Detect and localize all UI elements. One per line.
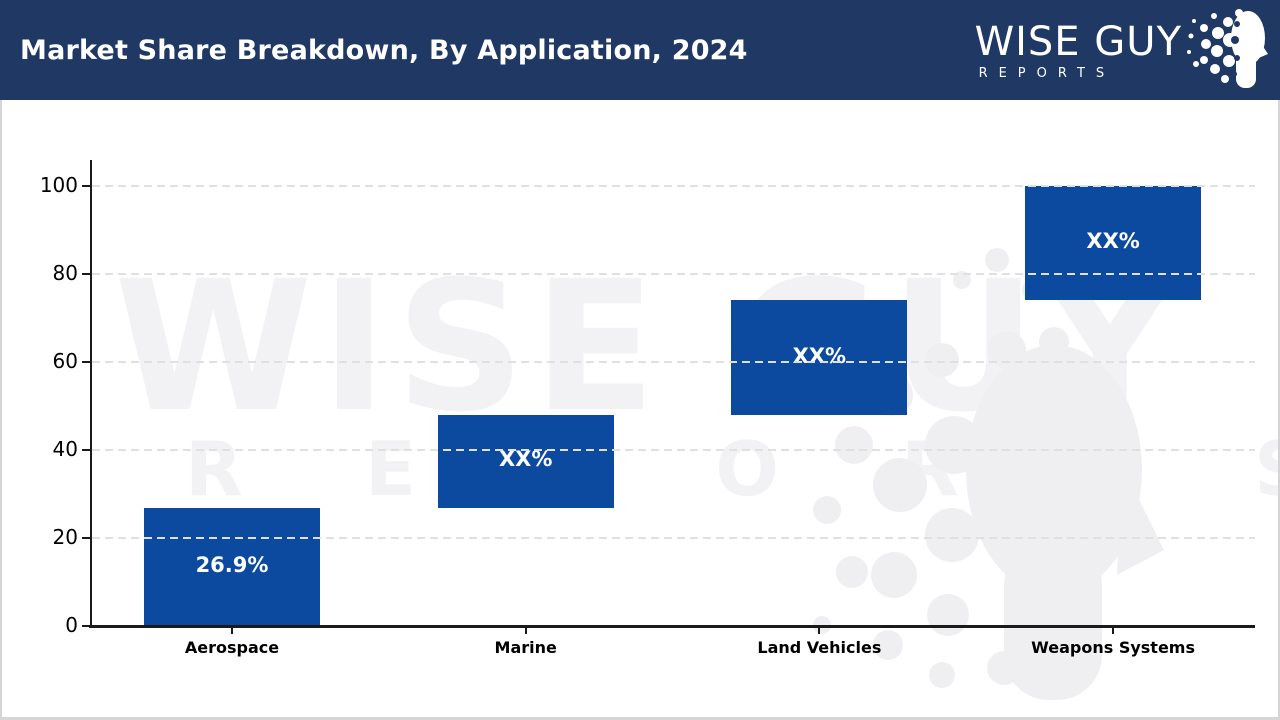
y-tick-label: 40 xyxy=(52,437,78,461)
y-tick-label: 20 xyxy=(52,525,78,549)
bar-value-label: XX% xyxy=(792,343,847,368)
bar-marine xyxy=(437,414,614,508)
bar-value-label: 26.9% xyxy=(195,552,269,577)
y-tick-label: 80 xyxy=(52,261,78,285)
watermark-head-icon xyxy=(813,248,1164,700)
x-category-label: Weapons Systems xyxy=(1031,638,1195,657)
x-category-label: Land Vehicles xyxy=(757,638,882,657)
header: Market Share Breakdown, By Application, … xyxy=(0,0,1280,100)
y-tick-mark xyxy=(82,185,91,187)
logo-head-icon xyxy=(1187,9,1268,88)
x-category-label: Aerospace xyxy=(184,638,280,657)
y-tick-label: 100 xyxy=(39,173,78,197)
y-tick-mark xyxy=(82,449,91,451)
gridlines xyxy=(92,185,1255,539)
y-tick-mark xyxy=(82,625,91,627)
x-tick-mark xyxy=(231,626,233,634)
logo-wordmark-block: WISE GUY REPORTS xyxy=(975,20,1182,81)
y-axis-line xyxy=(90,160,92,628)
x-category-label: Marine xyxy=(494,638,557,657)
logo-wordmark: WISE GUY xyxy=(974,18,1182,65)
page-title: Market Share Breakdown, By Application, … xyxy=(20,34,748,66)
x-tick-mark xyxy=(818,626,821,634)
wiseguy-logo: WISE GUY REPORTS xyxy=(975,6,1270,94)
logo-subtitle: REPORTS xyxy=(978,65,1116,81)
y-tick-mark xyxy=(82,537,91,539)
y-tick-label: 0 xyxy=(65,613,78,637)
y-tick-mark xyxy=(82,361,91,363)
x-tick-mark xyxy=(1112,626,1115,634)
x-tick-mark xyxy=(524,626,527,634)
bar-value-label: XX% xyxy=(1086,229,1140,254)
y-tick-mark xyxy=(82,273,91,275)
x-axis-line xyxy=(89,625,1255,628)
bar-land-vehicles xyxy=(731,300,908,415)
bar-value-label: XX% xyxy=(498,447,553,472)
bar-aerospace xyxy=(144,507,320,626)
bar-weapons-systems xyxy=(1025,186,1202,301)
y-tick-label: 60 xyxy=(52,349,78,373)
